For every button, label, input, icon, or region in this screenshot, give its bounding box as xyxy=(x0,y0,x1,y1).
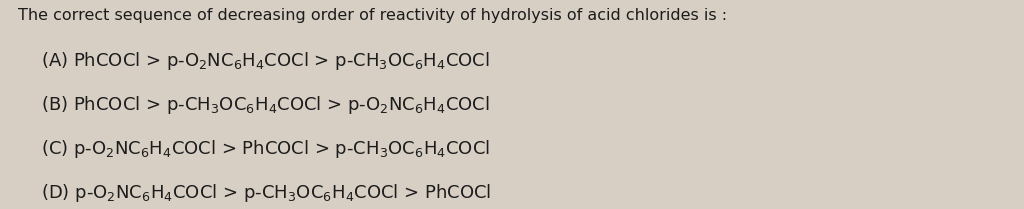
Text: The correct sequence of decreasing order of reactivity of hydrolysis of acid chl: The correct sequence of decreasing order… xyxy=(18,8,728,23)
Text: (C) p-O$_2$NC$_6$H$_4$COCl > PhCOCl > p-CH$_3$OC$_6$H$_4$COCl: (C) p-O$_2$NC$_6$H$_4$COCl > PhCOCl > p-… xyxy=(41,138,490,160)
Text: (D) p-O$_2$NC$_6$H$_4$COCl > p-CH$_3$OC$_6$H$_4$COCl > PhCOCl: (D) p-O$_2$NC$_6$H$_4$COCl > p-CH$_3$OC$… xyxy=(41,182,492,204)
Text: (B) PhCOCl > p-CH$_3$OC$_6$H$_4$COCl > p-O$_2$NC$_6$H$_4$COCl: (B) PhCOCl > p-CH$_3$OC$_6$H$_4$COCl > p… xyxy=(41,94,489,116)
Text: (A) PhCOCl > p-O$_2$NC$_6$H$_4$COCl > p-CH$_3$OC$_6$H$_4$COCl: (A) PhCOCl > p-O$_2$NC$_6$H$_4$COCl > p-… xyxy=(41,50,489,72)
